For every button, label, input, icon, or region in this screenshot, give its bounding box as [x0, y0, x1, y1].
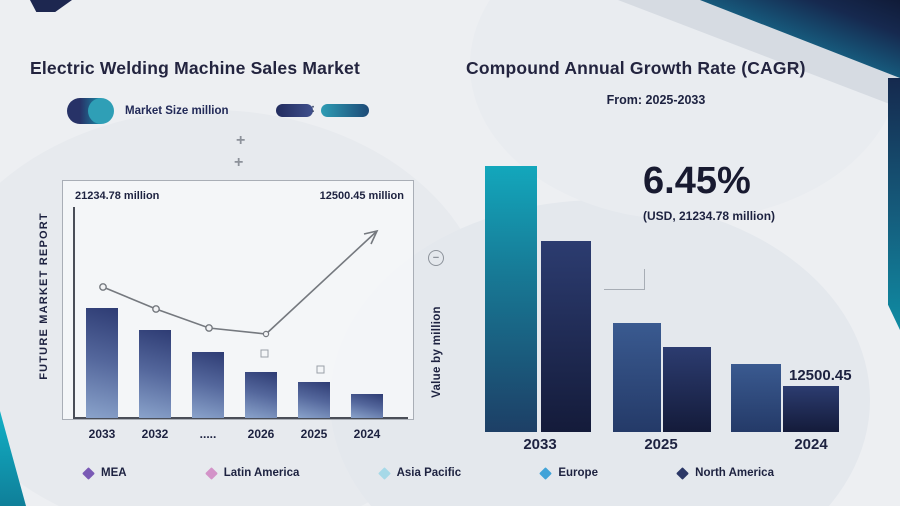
right-edge-accent-strip [888, 78, 900, 330]
market-size-legend-label: Market Size million [125, 105, 229, 117]
minus-glyph: − [432, 251, 440, 264]
future-market-report-label: FUTURE MARKET REPORT [38, 212, 50, 380]
market-size-bar [298, 382, 330, 418]
step-bracket-decoration [604, 269, 645, 290]
market-size-chart: 21234.78 million 12500.45 million [62, 180, 414, 420]
legend-pill-separator: : [311, 101, 315, 115]
cagr-group-label: 2033 [523, 436, 557, 453]
x-axis-label: 2026 [247, 427, 275, 441]
legend-label: Latin America [223, 467, 300, 479]
background-blob [330, 200, 870, 506]
plus-decoration-icon: + [236, 132, 246, 149]
cylinder-icon [67, 98, 114, 124]
value-axis-label: Value by million [431, 306, 443, 398]
cagr-bar [485, 166, 537, 432]
legend-item-latin-america: Latin America [204, 466, 300, 480]
x-axis-label: 2033 [88, 427, 116, 441]
cagr-detail: (USD, 21234.78 million) [643, 209, 776, 223]
footer-legend: MEA Latin America Asia Pacific Europe No… [82, 466, 774, 480]
x-axis-labels: 2033 2032 ..... 2026 2025 2024 [86, 427, 383, 441]
left-panel-title: Electric Welding Machine Sales Market [30, 58, 360, 78]
market-size-bar [86, 308, 118, 418]
x-axis-label: ..... [199, 427, 217, 441]
trendline-arrow [99, 229, 379, 374]
legend-diamond [82, 466, 95, 480]
legend-pill-navy [276, 104, 313, 117]
legend-label: North America [695, 467, 774, 479]
legend-label: MEA [101, 467, 127, 479]
cagr-value: 6.45% [643, 160, 751, 202]
x-axis [73, 417, 408, 419]
legend-item-asia-pacific: Asia Pacific [377, 466, 462, 480]
x-axis-label: 2024 [353, 427, 381, 441]
market-size-bar [245, 372, 277, 418]
legend-item-north-america: North America [676, 466, 774, 480]
cagr-bar [731, 364, 781, 432]
right-panel-title: Compound Annual Growth Rate (CAGR) [466, 58, 806, 78]
market-size-bars [86, 308, 383, 418]
plus-decoration-icon: + [234, 154, 244, 171]
chart-annotation-end: 12500.45 million [319, 190, 404, 202]
minus-circle-icon: − [428, 250, 444, 266]
cagr-group-label: 2024 [794, 436, 828, 453]
cagr-bar [663, 347, 711, 432]
cagr-group-label: 2025 [644, 436, 678, 453]
legend-label: Europe [558, 467, 598, 479]
x-axis-label: 2025 [300, 427, 328, 441]
legend-item-europe: Europe [539, 466, 598, 480]
top-left-accent-notch [30, 0, 72, 12]
market-size-bar [139, 330, 171, 418]
cagr-bar [783, 386, 839, 432]
cagr-bar [613, 323, 661, 432]
legend-pill-teal [321, 104, 369, 117]
legend-diamond [539, 466, 553, 480]
legend-diamond [377, 466, 391, 480]
legend-diamond [204, 466, 218, 480]
y-axis [73, 207, 75, 419]
chart-annotation-start: 21234.78 million [75, 190, 160, 202]
market-size-bar [192, 352, 224, 418]
market-size-bar [351, 394, 383, 418]
cagr-bar [541, 241, 591, 432]
legend-diamond [676, 466, 690, 480]
legend-item-mea: MEA [82, 466, 127, 480]
x-axis-label: 2032 [141, 427, 169, 441]
cagr-subtitle: From: 2025-2033 [606, 93, 706, 107]
value-callout: 12500.45 [789, 367, 852, 384]
market-size-legend: Market Size million [66, 96, 229, 126]
legend-label: Asia Pacific [396, 467, 462, 479]
